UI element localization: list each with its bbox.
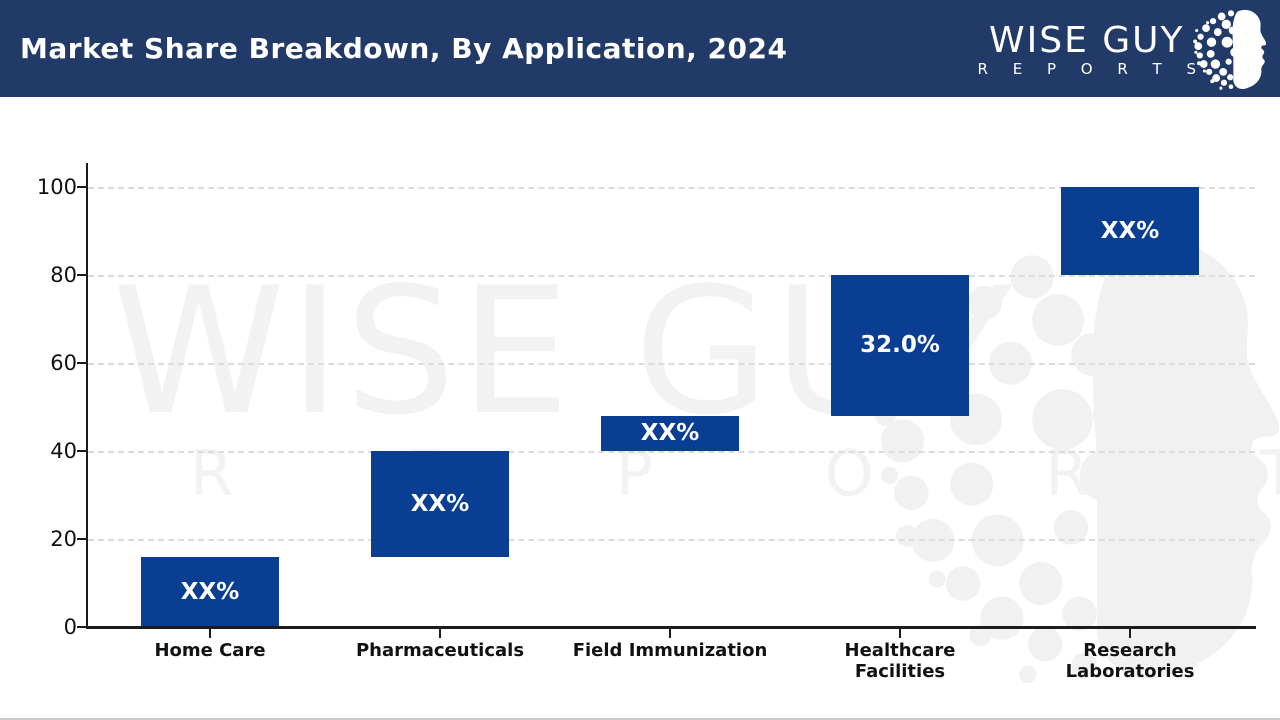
y-tick-label: 100 [36, 175, 77, 199]
logo-text: WISE GUY R E P O R T S [968, 23, 1206, 77]
bar-value-label: XX% [640, 420, 700, 447]
x-category-label: Pharmaceuticals [325, 640, 555, 661]
bar-research-laboratories: XX% [1061, 187, 1199, 275]
x-category-label: Healthcare Facilities [785, 640, 1015, 682]
y-axis-line [86, 163, 88, 628]
x-tick-mark [1129, 629, 1131, 638]
gridline-60 [88, 363, 1255, 365]
x-axis-line [86, 626, 1256, 629]
y-tick-mark-100 [77, 186, 87, 188]
bar-home-care: XX% [141, 556, 279, 627]
y-tick-label: 20 [50, 527, 77, 551]
x-tick-mark [899, 629, 901, 638]
x-tick-mark [439, 629, 441, 638]
header-bar: Market Share Breakdown, By Application, … [0, 0, 1280, 97]
x-category-label-line: Laboratories [1065, 661, 1195, 682]
gridline-100 [88, 187, 1255, 189]
gridline-80 [88, 275, 1255, 277]
x-tick-mark [669, 629, 671, 638]
logo-subtitle: R E P O R T S [977, 60, 1206, 78]
gridline-40 [88, 451, 1255, 453]
y-tick-mark-80 [77, 274, 87, 276]
bar-value-label: 32.0% [860, 332, 940, 359]
chart-title: Market Share Breakdown, By Application, … [20, 32, 788, 65]
y-tick-label: 40 [50, 439, 77, 463]
x-category-label-line: Pharmaceuticals [355, 640, 525, 661]
wise-guy-logo: WISE GUY R E P O R T S [968, 6, 1270, 94]
y-tick-mark-40 [77, 450, 87, 452]
y-tick-mark-0 [77, 626, 87, 628]
y-tick-mark-60 [77, 362, 87, 364]
bar-value-label: XX% [180, 578, 240, 605]
y-tick-label: 60 [50, 351, 77, 375]
gridline-20 [88, 539, 1255, 541]
x-tick-mark [209, 629, 211, 638]
x-category-label: Field Immunization [555, 640, 785, 661]
bar-healthcare-facilities: 32.0% [831, 275, 969, 416]
bar-value-label: XX% [1100, 218, 1160, 244]
y-tick-label: 0 [63, 615, 77, 639]
bar-field-immunization: XX% [601, 415, 739, 451]
x-category-label: Research Laboratories [1015, 640, 1245, 682]
x-category-label-line: Field Immunization [572, 640, 768, 661]
bar-value-label: XX% [410, 490, 470, 517]
y-tick-mark-20 [77, 538, 87, 540]
bar-pharmaceuticals: XX% [371, 451, 509, 557]
x-category-label: Home Care [95, 640, 325, 661]
logo-head-icon [1193, 9, 1267, 90]
y-tick-label: 80 [50, 263, 77, 287]
x-category-label-line: Healthcare [844, 640, 956, 661]
x-category-label-line: Home Care [154, 640, 266, 661]
logo-wordmark: WISE GUY [989, 20, 1185, 61]
x-category-label-line: Facilities [854, 661, 946, 682]
x-category-label-line: Research [1083, 640, 1177, 661]
